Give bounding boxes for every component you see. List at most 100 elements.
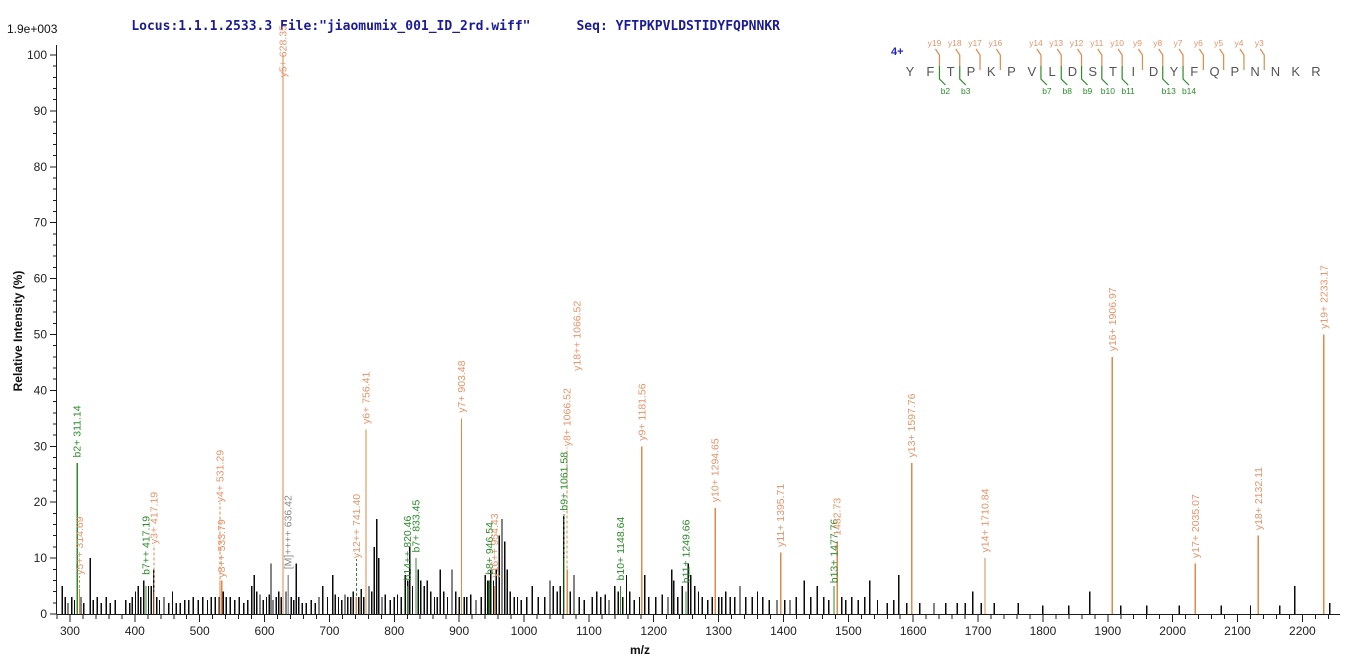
y-ion-mark <box>955 48 961 66</box>
y-ion-mark <box>1077 48 1083 66</box>
y-ion-mark <box>1056 48 1062 66</box>
residue-letter: N <box>1271 64 1280 79</box>
residue-letter: I <box>1131 64 1135 79</box>
peak-label: y18++ 1066.52 <box>572 301 584 371</box>
y-ion-mark <box>1239 48 1245 70</box>
svg-text:40: 40 <box>34 383 48 397</box>
svg-text:50: 50 <box>34 328 48 342</box>
b-ion-label: b13 <box>1162 86 1176 96</box>
peak-label: y16+ 1906.97 <box>1107 287 1119 351</box>
residue-letter: R <box>1311 64 1320 79</box>
peak-label: y14+ 1710.84 <box>980 488 992 552</box>
residue-letter: P <box>967 64 976 79</box>
y-ion-label: y3 <box>1255 38 1264 48</box>
svg-text:1700: 1700 <box>965 624 992 638</box>
svg-text:80: 80 <box>34 160 48 174</box>
svg-text:30: 30 <box>34 439 48 453</box>
y-ion-label: y12 <box>1070 38 1084 48</box>
y-ion-label: y5 <box>1214 38 1223 48</box>
axes: 0 10 20 30 40 50 60 70 80 90 100 300 400 500 600 700 800… <box>27 45 1340 638</box>
svg-text:90: 90 <box>34 104 48 118</box>
peak-label: b10+ 1148.64 <box>615 517 627 581</box>
residue-letter: K <box>987 64 996 79</box>
peak-label: y10+ 1294.65 <box>710 438 722 502</box>
peak-label: b14++ 820.46 <box>402 515 414 580</box>
residue-letter: Y <box>1170 64 1179 79</box>
svg-text:1900: 1900 <box>1094 624 1121 638</box>
peak-label: y3+ 417.19 <box>148 492 160 544</box>
residue-letter: F <box>1190 64 1198 79</box>
peak-label: y4+ 531.29 <box>214 450 226 502</box>
svg-text:60: 60 <box>34 272 48 286</box>
b-ion-label: b14 <box>1182 86 1196 96</box>
svg-text:0: 0 <box>40 607 47 621</box>
b-ion-mark <box>1182 66 1190 86</box>
residue-letter: L <box>1048 64 1055 79</box>
svg-text:1000: 1000 <box>511 624 538 638</box>
y-ion-mark <box>1219 48 1225 70</box>
peak-label: y16++ 954.43 <box>489 513 501 577</box>
precursor-charge-label: 4+ <box>891 46 904 58</box>
svg-text:20: 20 <box>34 495 48 509</box>
y-ion-mark <box>1158 48 1164 66</box>
b-ion-mark <box>1080 66 1088 86</box>
svg-text:1600: 1600 <box>900 624 927 638</box>
peak-label: b13+ 1477.76 <box>828 519 840 584</box>
y-ion-mark <box>1259 48 1265 70</box>
b-ion-mark <box>1101 66 1109 86</box>
peak-label: y11+ 1395.71 <box>775 484 787 547</box>
residue-letter: P <box>1007 64 1016 79</box>
y-ion-label: y9 <box>1133 38 1142 48</box>
y-ion-mark <box>1178 48 1184 66</box>
y-ion-mark <box>1198 48 1204 70</box>
peak-label: 1482.73 <box>832 498 844 536</box>
b-ion-label: b7 <box>1042 86 1052 96</box>
svg-text:2000: 2000 <box>1159 624 1186 638</box>
peak-label: b11+ 1249.66 <box>680 519 692 583</box>
svg-text:1400: 1400 <box>770 624 797 638</box>
residue-letter: S <box>1088 64 1097 79</box>
residue-letter: Q <box>1209 64 1219 79</box>
svg-text:900: 900 <box>449 624 469 638</box>
b-ion-mark <box>1162 66 1170 86</box>
peak-label: b7+ 833.45 <box>410 500 422 553</box>
labeled-peaks <box>76 55 1325 614</box>
b-ion-mark <box>1040 66 1048 86</box>
peak-label: y8++ 533.79 <box>216 519 228 578</box>
y-ion-label: y8 <box>1153 38 1162 48</box>
svg-text:1200: 1200 <box>640 624 667 638</box>
residue-letter: V <box>1027 64 1036 79</box>
peak-label: y17+ 2035.07 <box>1190 494 1202 558</box>
title-sequence: Seq: YFTPKPVLDSTIDYFQPNNKR <box>576 19 780 34</box>
y-ion-label: y11 <box>1090 38 1103 48</box>
residue-letter: F <box>926 64 934 79</box>
y-ion-label: y7 <box>1174 38 1183 48</box>
y-ion-label: y16 <box>988 38 1002 48</box>
peak-label: b7++ 417.19 <box>140 516 152 575</box>
y-ion-label: y4 <box>1234 38 1243 48</box>
b-ion-label: b11 <box>1121 86 1135 96</box>
svg-text:1100: 1100 <box>576 624 602 638</box>
y-ion-label: y6 <box>1194 38 1203 48</box>
y-ion-label: y19 <box>928 38 942 48</box>
y-ion-mark <box>1036 48 1042 66</box>
peak-label: y12++ 741.40 <box>351 494 363 558</box>
spectrum-title: Locus:1.1.1.2533.3 File:"jiaomumix_001_I… <box>100 4 780 49</box>
x-axis-title: m/z <box>630 643 651 657</box>
b-ion-mark <box>959 66 967 86</box>
peak-label: y19+ 2233.17 <box>1318 265 1330 329</box>
residue-letter: D <box>1149 64 1158 79</box>
svg-text:2100: 2100 <box>1224 624 1251 638</box>
residue-letter: P <box>1230 64 1239 79</box>
peak-label: [M]++++ 636.42 <box>283 495 295 569</box>
peak-label: y13+ 1597.76 <box>906 393 918 457</box>
y-ion-label: y14 <box>1029 38 1043 48</box>
b-ion-label: b8 <box>1063 86 1073 96</box>
svg-text:1300: 1300 <box>705 624 732 638</box>
b-ion-label: b10 <box>1101 86 1115 96</box>
b-ion-mark <box>1121 66 1129 86</box>
peak-label: y8+ 1066.52 <box>562 388 574 446</box>
